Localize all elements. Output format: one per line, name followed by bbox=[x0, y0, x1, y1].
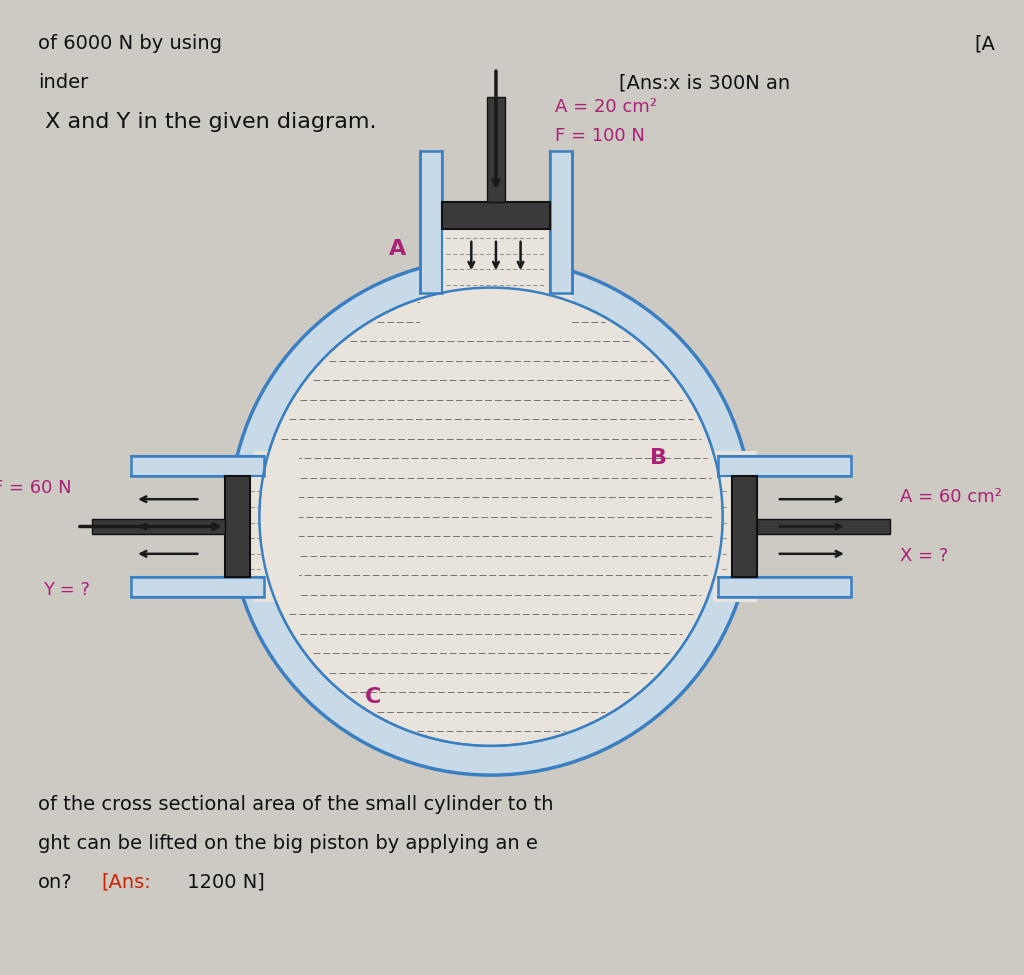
Text: C: C bbox=[365, 687, 381, 707]
Circle shape bbox=[229, 258, 753, 775]
Polygon shape bbox=[225, 476, 264, 577]
Polygon shape bbox=[718, 476, 732, 577]
Text: [A: [A bbox=[974, 34, 995, 53]
Polygon shape bbox=[718, 577, 851, 597]
Polygon shape bbox=[131, 577, 264, 597]
Text: F = 100 N: F = 100 N bbox=[555, 127, 645, 144]
Text: A: A bbox=[389, 239, 406, 258]
Text: [Ans:: [Ans: bbox=[101, 873, 152, 891]
Polygon shape bbox=[420, 151, 441, 292]
Text: X and Y in the given diagram.: X and Y in the given diagram. bbox=[38, 112, 376, 133]
Text: 1200 N]: 1200 N] bbox=[180, 873, 264, 891]
Bar bbox=[757, 519, 890, 534]
Bar bbox=[713, 451, 757, 602]
Polygon shape bbox=[441, 229, 550, 292]
Text: A = 20 cm²: A = 20 cm² bbox=[555, 98, 657, 115]
Polygon shape bbox=[718, 456, 851, 476]
Text: of the cross sectional area of the small cylinder to th: of the cross sectional area of the small… bbox=[38, 795, 553, 813]
Bar bbox=[255, 451, 299, 602]
Bar bbox=[441, 202, 550, 229]
Text: X = ?: X = ? bbox=[900, 547, 948, 565]
Text: F = 60 N: F = 60 N bbox=[0, 479, 72, 496]
Text: B: B bbox=[650, 448, 667, 468]
Bar bbox=[92, 519, 225, 534]
Text: of 6000 N by using: of 6000 N by using bbox=[38, 34, 221, 53]
Text: A = 60 cm²: A = 60 cm² bbox=[900, 488, 1001, 506]
Bar bbox=[420, 254, 571, 327]
Polygon shape bbox=[550, 151, 571, 292]
Text: on?: on? bbox=[38, 873, 73, 891]
Text: ght can be lifted on the big piston by applying an e: ght can be lifted on the big piston by a… bbox=[38, 834, 538, 852]
Text: inder: inder bbox=[38, 73, 88, 92]
Bar bbox=[732, 476, 757, 577]
Polygon shape bbox=[131, 456, 264, 476]
Text: [Ans:x is 300N an: [Ans:x is 300N an bbox=[620, 73, 791, 92]
Bar bbox=[225, 476, 250, 577]
Circle shape bbox=[259, 288, 723, 746]
Bar bbox=[487, 98, 505, 202]
Text: Y = ?: Y = ? bbox=[43, 581, 89, 599]
